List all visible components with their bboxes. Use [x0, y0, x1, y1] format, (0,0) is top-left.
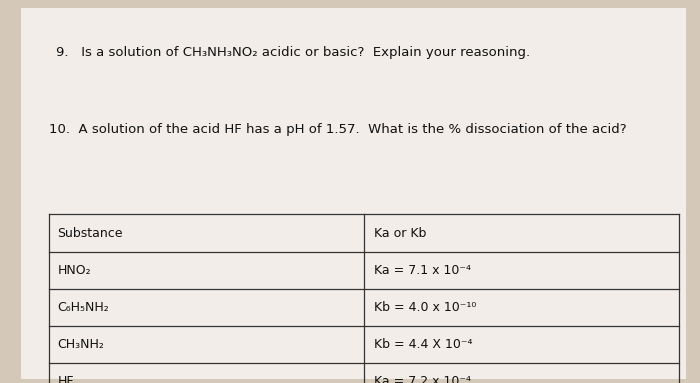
Text: Kb = 4.4 X 10⁻⁴: Kb = 4.4 X 10⁻⁴ — [374, 338, 473, 351]
FancyBboxPatch shape — [21, 8, 686, 379]
Text: Ka = 7.2 x 10⁻⁴: Ka = 7.2 x 10⁻⁴ — [374, 375, 472, 383]
Text: 10.  A solution of the acid HF has a pH of 1.57.  What is the % dissociation of : 10. A solution of the acid HF has a pH o… — [49, 123, 626, 136]
Text: HF: HF — [57, 375, 74, 383]
Text: C₆H₅NH₂: C₆H₅NH₂ — [57, 301, 109, 314]
Text: CH₃NH₂: CH₃NH₂ — [57, 338, 104, 351]
Text: Ka or Kb: Ka or Kb — [374, 227, 427, 239]
Text: HNO₂: HNO₂ — [57, 264, 91, 277]
Text: Ka = 7.1 x 10⁻⁴: Ka = 7.1 x 10⁻⁴ — [374, 264, 472, 277]
Text: Kb = 4.0 x 10⁻¹⁰: Kb = 4.0 x 10⁻¹⁰ — [374, 301, 477, 314]
Text: Substance: Substance — [57, 227, 123, 239]
Text: 9.   Is a solution of CH₃NH₃NO₂ acidic or basic?  Explain your reasoning.: 9. Is a solution of CH₃NH₃NO₂ acidic or … — [56, 46, 530, 59]
